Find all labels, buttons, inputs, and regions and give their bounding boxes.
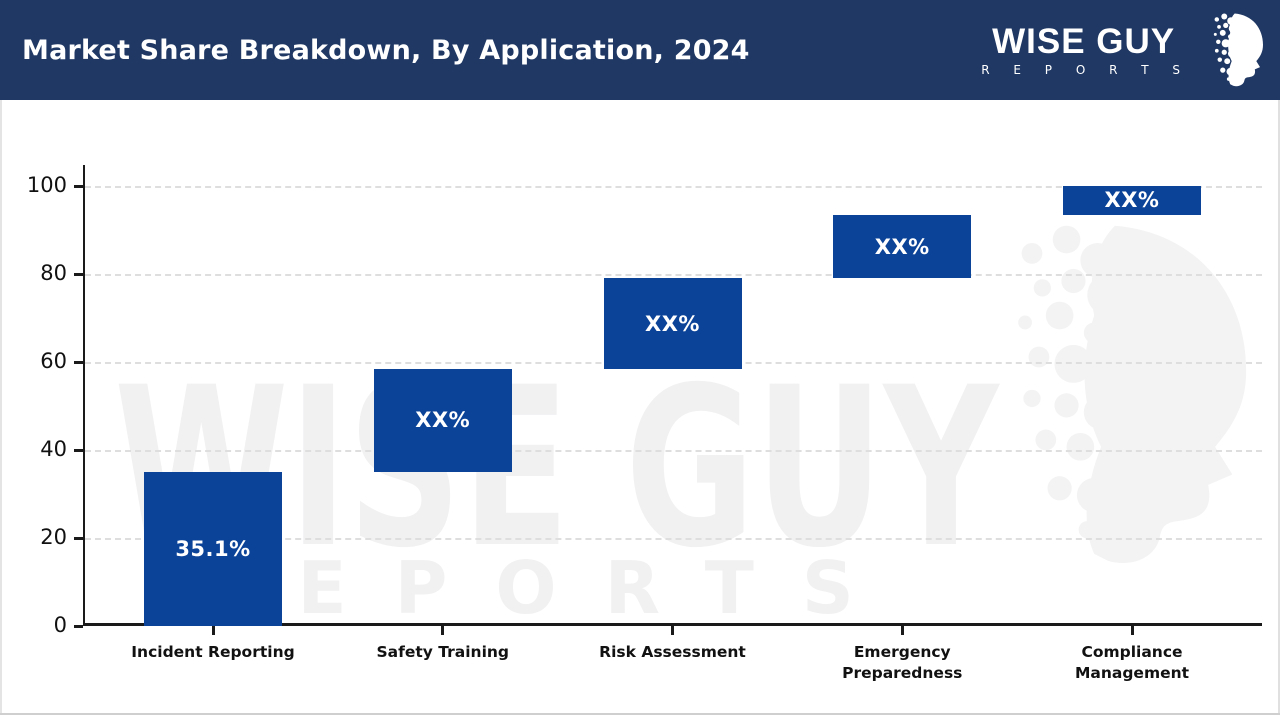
y-tick-20 [74, 536, 83, 540]
x-tick-incident-reporting [211, 626, 215, 635]
bar-value-label-safety-training: XX% [415, 408, 471, 433]
x-category-label-incident-reporting: Incident Reporting [131, 643, 295, 661]
y-tick-label-100: 100 [26, 173, 67, 198]
bar-incident-reporting: 35.1% [144, 471, 282, 626]
gridline-20 [85, 538, 1262, 541]
logo-text: WISE GUY R E P O R T S [977, 24, 1190, 77]
y-tick-label-20: 20 [40, 525, 67, 550]
bar-value-label-risk-assessment: XX% [645, 311, 700, 336]
y-tick-label-40: 40 [40, 437, 67, 462]
x-category-label-emergency-preparedness: Emergency Preparedness [842, 643, 963, 682]
bar-value-label-emergency-preparedness: XX% [874, 234, 930, 259]
bar-safety-training: XX% [373, 368, 512, 472]
x-category-label-risk-assessment: Risk Assessment [599, 643, 746, 661]
y-tick-80 [74, 272, 83, 276]
y-tick-label-80: 80 [40, 261, 67, 286]
logo-wordmark: WISE GUY [992, 21, 1176, 61]
page-title: Market Share Breakdown, By Application, … [22, 34, 750, 66]
bar-value-label-compliance-management: XX% [1104, 188, 1160, 213]
x-tick-safety-training [441, 626, 445, 635]
bar-value-label-incident-reporting: 35.1% [175, 536, 251, 561]
plot-area: 0 20 40 60 80 100 35.1% XX% XX% XX% XX% Incident Re… [27, 165, 1262, 682]
y-tick-label-60: 60 [40, 349, 67, 374]
x-tick-risk-assessment [671, 626, 674, 635]
y-tick-40 [74, 448, 83, 452]
logo: WISE GUY R E P O R T S [977, 12, 1266, 88]
watermark-reports: REPORTS [194, 546, 902, 630]
header: Market Share Breakdown, By Application, … [0, 0, 1280, 100]
logo-sub-label: R E P O R T S [981, 62, 1190, 77]
chart-canvas: WISE GUY REPORTS [0, 100, 1280, 715]
x-category-label-compliance-management: Compliance Management [1074, 643, 1190, 682]
gridline-80 [85, 274, 1262, 277]
gridline-100 [85, 186, 1262, 189]
x-category-label-safety-training: Safety Training [376, 643, 510, 661]
x-tick-compliance-management [1130, 626, 1134, 635]
bar-compliance-management: XX% [1063, 186, 1201, 215]
bar-emergency-preparedness: XX% [833, 214, 972, 279]
y-tick-label-0: 0 [53, 613, 67, 637]
y-tick-0 [74, 624, 83, 628]
bar-risk-assessment: XX% [603, 278, 742, 369]
bottom-divider [0, 713, 1280, 715]
gridline-40 [85, 450, 1262, 453]
y-tick-60 [74, 360, 83, 364]
x-tick-emergency-preparedness [900, 626, 904, 635]
logo-head-icon [1213, 13, 1263, 87]
y-tick-100 [74, 184, 83, 188]
